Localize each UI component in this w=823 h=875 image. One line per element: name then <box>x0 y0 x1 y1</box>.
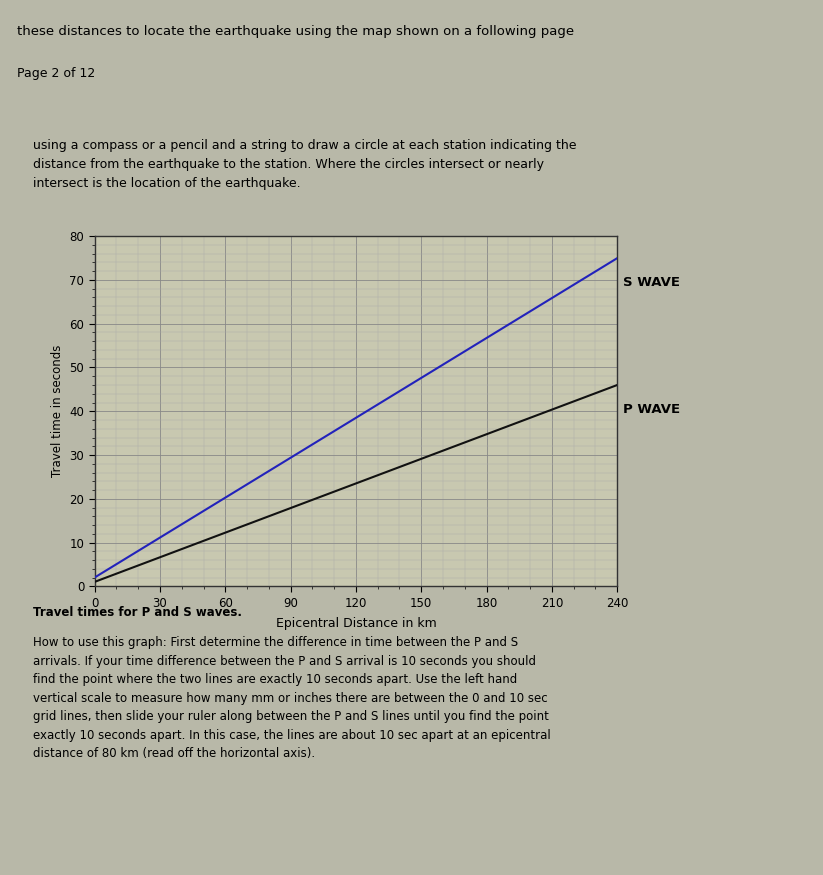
X-axis label: Epicentral Distance in km: Epicentral Distance in km <box>276 617 436 630</box>
Y-axis label: Travel time in seconds: Travel time in seconds <box>51 345 64 478</box>
Text: Page 2 of 12: Page 2 of 12 <box>17 66 95 80</box>
Text: S WAVE: S WAVE <box>623 276 681 289</box>
Text: P WAVE: P WAVE <box>623 402 681 416</box>
Text: How to use this graph: First determine the difference in time between the P and : How to use this graph: First determine t… <box>33 636 551 760</box>
Text: Travel times for P and S waves.: Travel times for P and S waves. <box>33 606 242 620</box>
Text: using a compass or a pencil and a string to draw a circle at each station indica: using a compass or a pencil and a string… <box>33 139 576 190</box>
Text: these distances to locate the earthquake using the map shown on a following page: these distances to locate the earthquake… <box>17 24 574 38</box>
